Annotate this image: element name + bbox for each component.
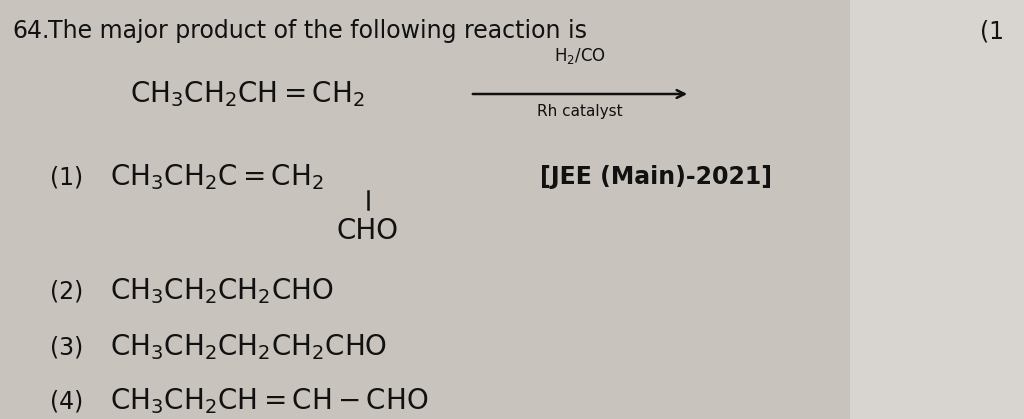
Text: [JEE (Main)-2021]: [JEE (Main)-2021]: [540, 165, 772, 189]
Text: (1): (1): [50, 165, 83, 189]
Text: (2): (2): [50, 279, 83, 303]
Text: $\mathregular{CH_3CH_2CH_2CHO}$: $\mathregular{CH_3CH_2CH_2CHO}$: [110, 276, 334, 306]
Text: CHO: CHO: [337, 217, 399, 245]
Text: $\mathregular{CH_3CH_2CH=CH-CHO}$: $\mathregular{CH_3CH_2CH=CH-CHO}$: [110, 386, 428, 416]
Text: $\mathregular{H_2/CO}$: $\mathregular{H_2/CO}$: [554, 46, 606, 66]
Text: $\mathregular{CH_3CH_2CH_2CH_2CHO}$: $\mathregular{CH_3CH_2CH_2CH_2CHO}$: [110, 332, 387, 362]
Polygon shape: [850, 0, 1024, 419]
Text: (4): (4): [50, 389, 83, 413]
Text: (3): (3): [50, 335, 83, 359]
Text: (1: (1: [980, 19, 1004, 43]
Text: $\mathregular{CH_3CH_2C=CH_2}$: $\mathregular{CH_3CH_2C=CH_2}$: [110, 162, 324, 192]
Text: 64.: 64.: [12, 19, 49, 43]
Text: Rh catalyst: Rh catalyst: [538, 104, 623, 119]
Text: $\mathregular{CH_3CH_2CH=CH_2}$: $\mathregular{CH_3CH_2CH=CH_2}$: [130, 79, 365, 109]
Text: The major product of the following reaction is: The major product of the following react…: [48, 19, 587, 43]
